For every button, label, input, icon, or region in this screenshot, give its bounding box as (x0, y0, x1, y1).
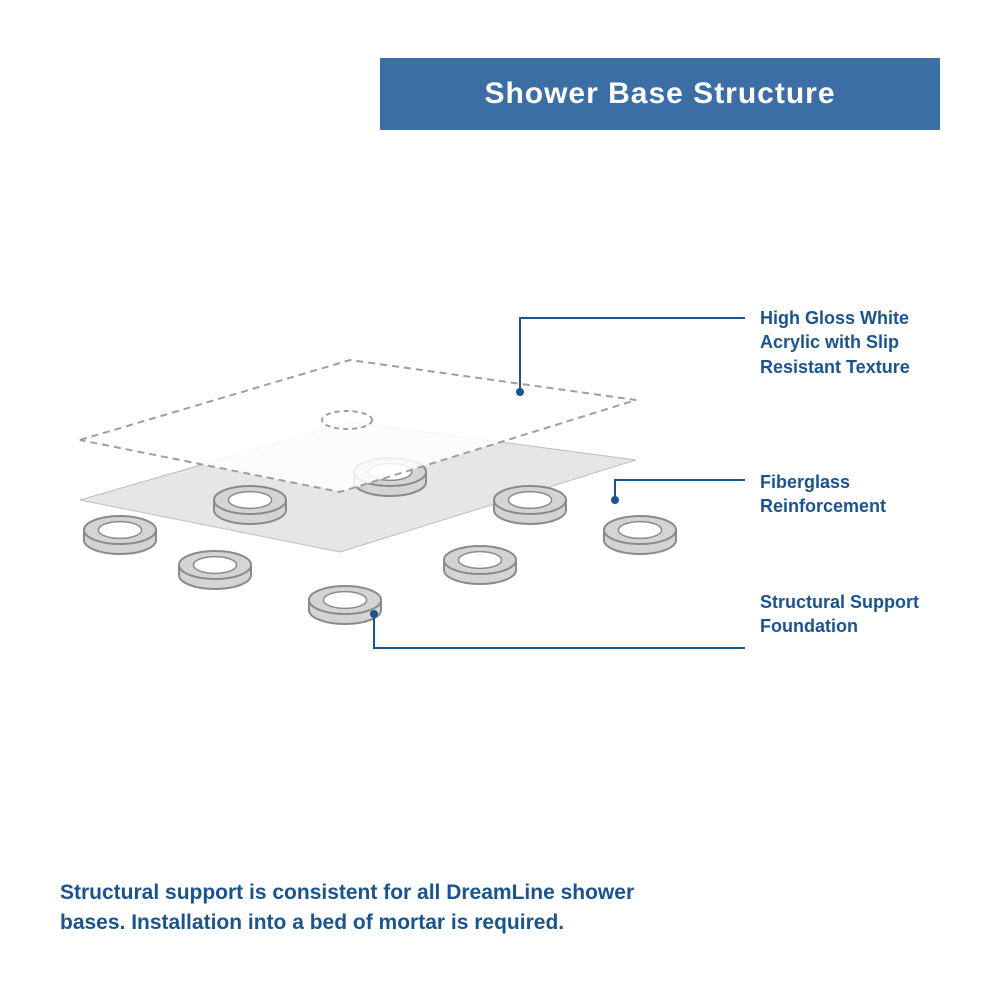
support-ring-5 (179, 551, 251, 589)
support-ring-7 (309, 586, 381, 624)
support-ring-4 (604, 516, 676, 554)
support-ring-6 (444, 546, 516, 584)
support-ring-0 (84, 516, 156, 554)
label-top: High Gloss WhiteAcrylic with SlipResista… (760, 306, 910, 379)
support-ring-3 (494, 486, 566, 524)
label-middle: FiberglassReinforcement (760, 470, 886, 519)
support-ring-1 (214, 486, 286, 524)
label-bottom: Structural SupportFoundation (760, 590, 919, 639)
footer-note: Structural support is consistent for all… (60, 878, 680, 939)
